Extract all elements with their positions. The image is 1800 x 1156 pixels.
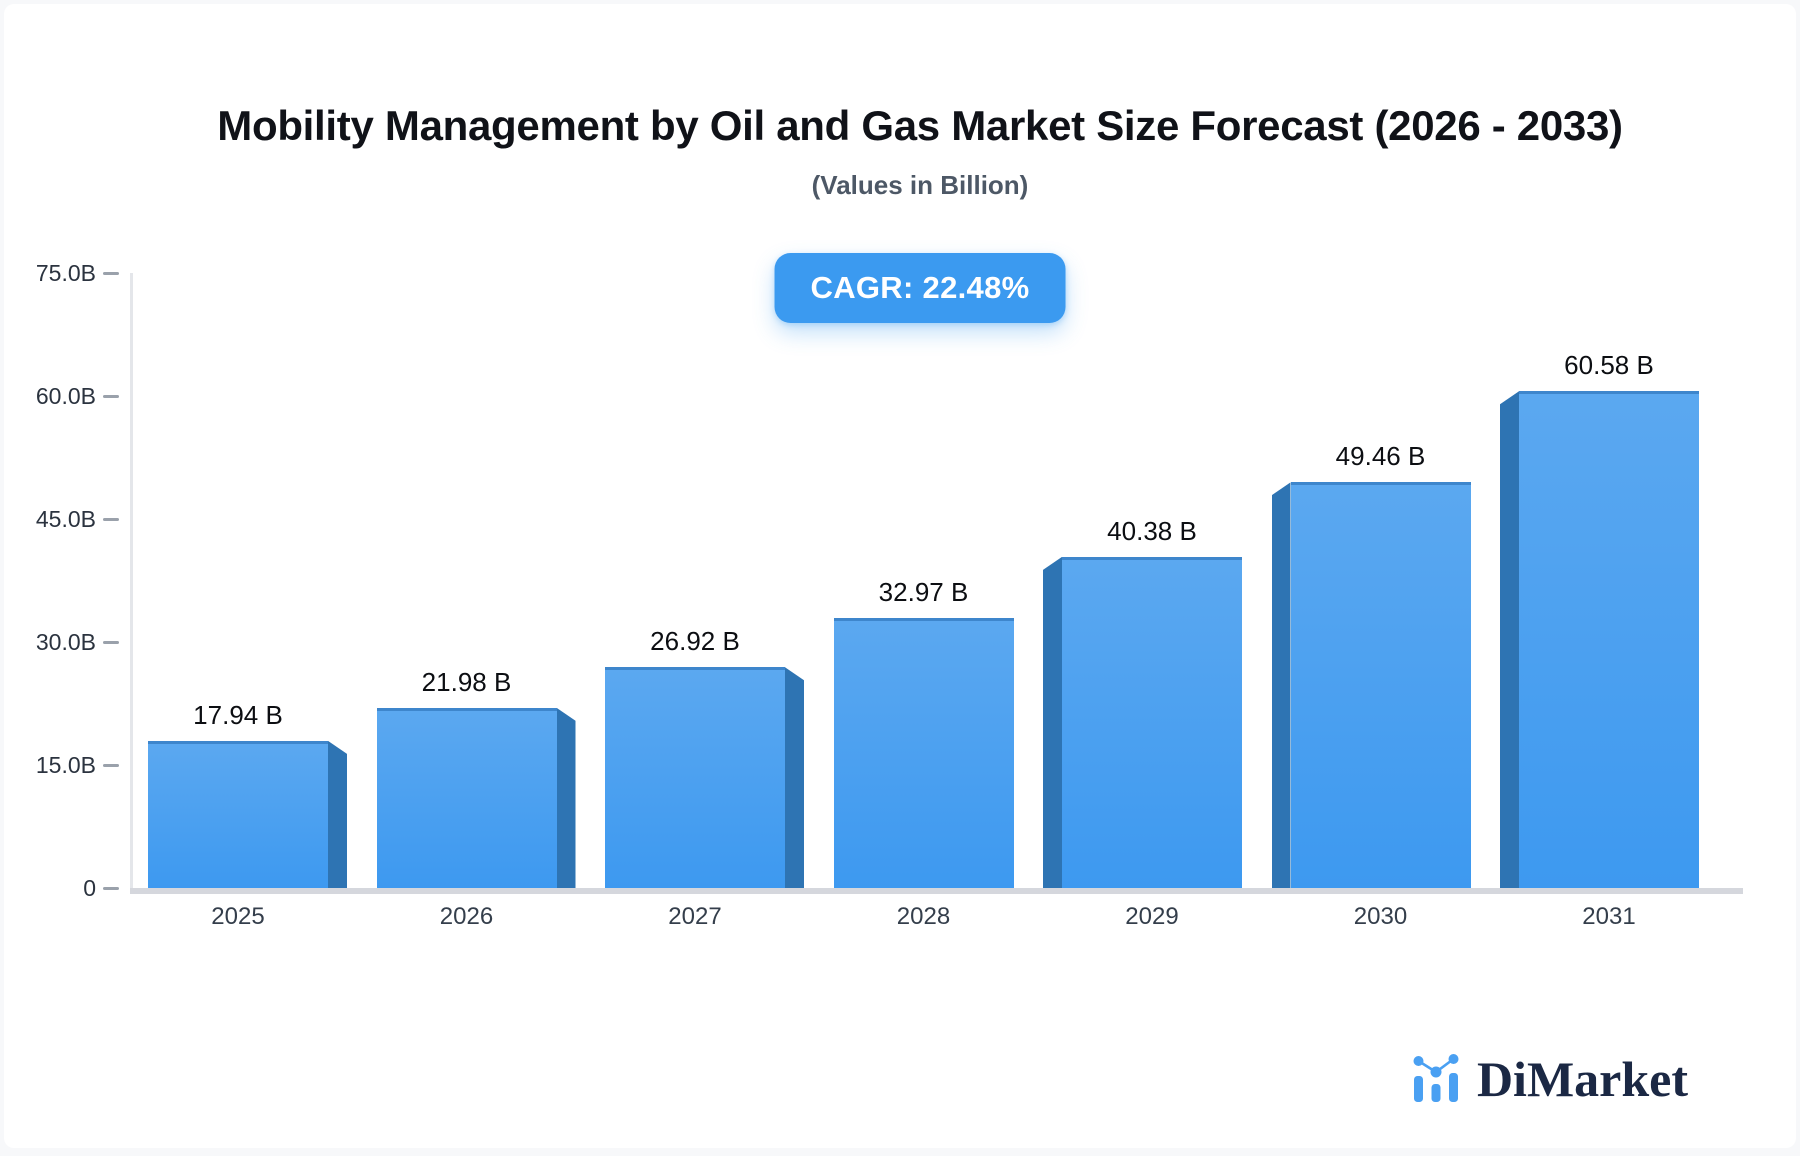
chart-title: Mobility Management by Oil and Gas Marke… (217, 102, 1623, 149)
y-axis-line (130, 273, 133, 891)
bar-side-face (1271, 482, 1291, 888)
chart-card (4, 4, 1796, 1148)
y-axis-tick-label: 30.0B (35, 629, 96, 655)
x-axis-label: 2029 (1125, 903, 1179, 930)
bar (148, 740, 328, 888)
bar-value-label: 60.58 B (1564, 350, 1654, 381)
bar (1290, 482, 1471, 888)
bar-side-face (1043, 556, 1062, 888)
y-axis-tick-mark (103, 886, 119, 890)
x-axis-label: 2025 (211, 903, 265, 930)
cagr-badge: CAGR: 22.48% (774, 253, 1066, 323)
y-axis-tick-mark (103, 640, 119, 644)
brand-logo: DiMarket (1410, 1054, 1688, 1104)
bar-value-label: 17.94 B (193, 699, 283, 730)
bar (605, 667, 785, 888)
bar-value-label: 49.46 B (1335, 441, 1426, 472)
bar-value-label: 40.38 B (1107, 515, 1197, 546)
x-axis-baseline (130, 888, 1743, 894)
y-axis-tick-label: 0 (83, 875, 96, 901)
bar-value-label: 21.98 B (421, 666, 512, 697)
y-axis-tick-label: 45.0B (35, 506, 96, 532)
x-axis-label: 2027 (668, 903, 722, 930)
logo-text: DiMarket (1476, 1051, 1688, 1107)
chart-subtitle: (Values in Billion) (811, 170, 1029, 200)
y-axis-tick-label: 15.0B (35, 752, 96, 778)
logo-chart-icon (1413, 1054, 1459, 1102)
bar (1519, 391, 1699, 888)
bar-side-face (785, 667, 804, 888)
y-axis-tick-label: 60.0B (35, 383, 96, 409)
x-axis-label: 2030 (1353, 903, 1408, 930)
bar-value-label: 32.97 B (878, 576, 969, 607)
bar-side-face (328, 740, 347, 888)
y-axis-tick-mark (103, 394, 119, 398)
bar-side-face (556, 707, 576, 888)
x-axis-label: 2026 (439, 903, 494, 930)
x-axis-label: 2031 (1582, 903, 1636, 930)
y-axis-tick-label: 75.0B (35, 260, 96, 286)
y-axis-tick-mark (103, 271, 119, 275)
y-axis-tick-mark (103, 517, 119, 521)
bar-value-label: 26.92 B (650, 626, 740, 657)
x-axis-label: 2028 (896, 903, 951, 930)
bar-side-face (1500, 391, 1519, 888)
bar (1062, 556, 1242, 888)
y-axis-tick-mark (103, 763, 119, 767)
bar (833, 617, 1014, 888)
bar (376, 707, 557, 888)
